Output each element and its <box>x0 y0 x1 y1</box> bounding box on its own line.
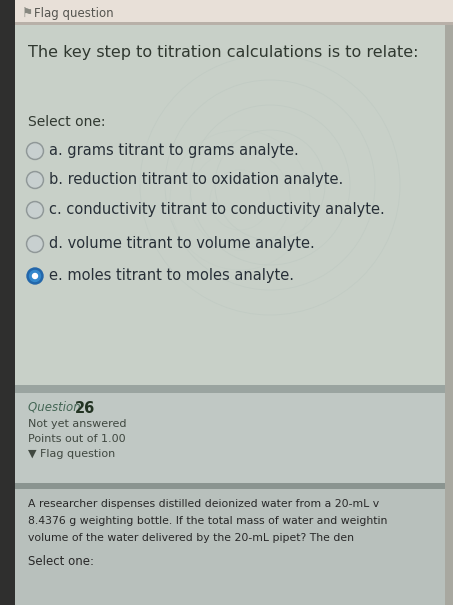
Text: A researcher dispenses distilled deionized water from a 20-mL v: A researcher dispenses distilled deioniz… <box>28 499 379 509</box>
Text: a. grams titrant to grams analyte.: a. grams titrant to grams analyte. <box>49 143 299 158</box>
Circle shape <box>29 270 40 281</box>
Bar <box>15 489 445 605</box>
Bar <box>15 385 445 393</box>
Text: Flag question: Flag question <box>34 7 114 19</box>
Text: 8.4376 g weighting bottle. If the total mass of water and weightin: 8.4376 g weighting bottle. If the total … <box>28 516 387 526</box>
Text: Select one:: Select one: <box>28 555 94 568</box>
Text: Select one:: Select one: <box>28 115 106 129</box>
Circle shape <box>28 173 42 187</box>
Text: e. moles titrant to moles analyte.: e. moles titrant to moles analyte. <box>49 268 294 283</box>
Bar <box>15 483 445 489</box>
Bar <box>0 0 15 605</box>
Bar <box>15 393 445 483</box>
Text: ⚑: ⚑ <box>22 7 33 19</box>
Text: volume of the water delivered by the 20-mL pipet? The den: volume of the water delivered by the 20-… <box>28 533 354 543</box>
Circle shape <box>26 143 43 160</box>
Bar <box>15 22 453 25</box>
Circle shape <box>33 273 38 278</box>
Text: d. volume titrant to volume analyte.: d. volume titrant to volume analyte. <box>49 236 315 251</box>
Circle shape <box>28 237 42 251</box>
Text: ▼ Flag question: ▼ Flag question <box>28 449 115 459</box>
Circle shape <box>27 268 43 284</box>
Circle shape <box>28 203 42 217</box>
Text: b. reduction titrant to oxidation analyte.: b. reduction titrant to oxidation analyt… <box>49 172 343 187</box>
Text: The key step to titration calculations is to relate:: The key step to titration calculations i… <box>28 45 419 60</box>
Text: Question: Question <box>28 401 85 414</box>
Circle shape <box>28 144 42 158</box>
Bar <box>15 0 453 22</box>
Circle shape <box>26 201 43 218</box>
Circle shape <box>26 171 43 189</box>
Text: Points out of 1.00: Points out of 1.00 <box>28 434 125 444</box>
Text: Not yet answered: Not yet answered <box>28 419 126 429</box>
Text: 26: 26 <box>75 401 95 416</box>
Text: c. conductivity titrant to conductivity analyte.: c. conductivity titrant to conductivity … <box>49 202 385 217</box>
Bar <box>15 25 445 385</box>
Circle shape <box>26 235 43 252</box>
